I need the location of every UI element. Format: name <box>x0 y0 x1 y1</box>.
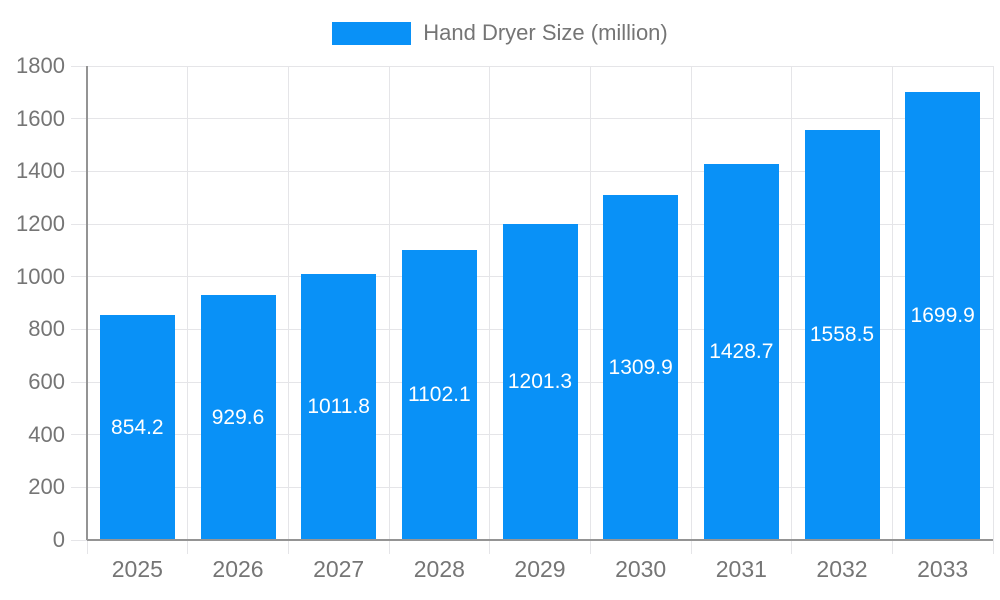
y-axis-label: 600 <box>28 369 65 394</box>
y-axis-label: 0 <box>52 527 65 552</box>
bar-2031[interactable]: 1428.7 <box>703 163 779 540</box>
bar-value-label: 1309.9 <box>608 355 673 379</box>
x-gridline <box>891 66 893 554</box>
x-axis-label-2033: 2033 <box>917 556 969 582</box>
bar-2033[interactable]: 1699.9 <box>905 92 981 540</box>
y-tick <box>71 434 87 436</box>
bar-value-label: 1201.3 <box>507 369 573 393</box>
x-gridline <box>187 66 189 554</box>
x-gridline <box>388 66 390 554</box>
y-tick <box>71 486 87 488</box>
x-axis-label-2025: 2025 <box>111 556 163 582</box>
bar-value-label: 1558.5 <box>809 322 875 346</box>
chart-legend[interactable]: Hand Dryer Size (million) <box>0 20 1000 46</box>
x-axis-label-2030: 2030 <box>615 556 667 582</box>
bar-2028[interactable]: 1102.1 <box>401 249 477 540</box>
y-gridline <box>87 118 993 120</box>
x-tick <box>86 540 88 554</box>
bar-value-label: 929.6 <box>211 405 265 429</box>
y-axis-label: 1800 <box>16 53 65 78</box>
x-gridline <box>690 66 692 554</box>
y-tick <box>71 170 87 172</box>
bar-value-label: 854.2 <box>111 415 164 439</box>
bar-value-label: 1428.7 <box>709 339 774 363</box>
bar-value-label: 1011.8 <box>307 394 370 418</box>
bar-2030[interactable]: 1309.9 <box>603 195 679 540</box>
x-axis-label-2031: 2031 <box>715 556 767 582</box>
x-gridline <box>791 66 793 554</box>
y-tick <box>71 65 87 67</box>
bar-2026[interactable]: 929.6 <box>200 295 276 540</box>
bar-value-label: 1699.9 <box>910 304 975 328</box>
bar-2027[interactable]: 1011.8 <box>301 273 377 540</box>
x-gridline <box>287 66 289 554</box>
y-axis-label: 1000 <box>16 263 65 289</box>
y-tick <box>71 118 87 120</box>
x-axis-label-2032: 2032 <box>816 556 868 582</box>
legend-label: Hand Dryer Size (million) <box>423 20 668 45</box>
y-axis-label: 1400 <box>16 158 65 184</box>
bar-2025[interactable]: 854.2 <box>99 315 175 540</box>
x-axis-label-2029: 2029 <box>514 556 566 582</box>
bar-value-label: 1102.1 <box>407 382 471 406</box>
legend-swatch <box>332 21 412 45</box>
x-axis-label-2026: 2026 <box>212 556 264 582</box>
y-axis-line <box>86 66 88 540</box>
bar-2032[interactable]: 1558.5 <box>804 129 880 540</box>
x-gridline <box>489 66 491 554</box>
y-tick <box>71 539 87 541</box>
y-gridline <box>87 170 993 172</box>
y-axis-label: 800 <box>28 316 65 342</box>
x-gridline <box>589 66 591 554</box>
x-axis-label-2028: 2028 <box>413 556 465 582</box>
x-axis-line <box>87 539 993 541</box>
y-axis-label: 1200 <box>16 211 65 236</box>
x-axis-label-2027: 2027 <box>313 556 365 582</box>
y-tick <box>71 328 87 330</box>
y-tick <box>71 223 87 225</box>
x-gridline <box>992 66 994 554</box>
y-axis-label: 1600 <box>16 105 65 131</box>
y-gridline <box>87 65 993 67</box>
y-tick <box>71 276 87 278</box>
y-tick <box>71 381 87 383</box>
bar-2029[interactable]: 1201.3 <box>502 223 578 540</box>
y-axis-label: 400 <box>28 421 65 447</box>
y-axis-label: 200 <box>28 474 65 500</box>
